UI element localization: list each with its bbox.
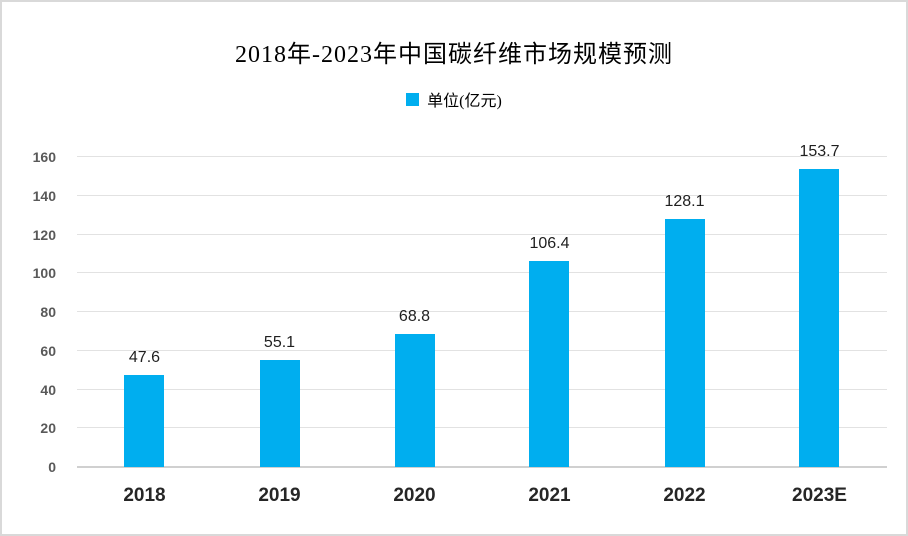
bar-value-label: 128.1 xyxy=(664,192,705,210)
y-tick-label: 60 xyxy=(40,342,56,359)
y-axis-labels: 160 140 120 100 80 60 40 20 0 xyxy=(2,149,64,475)
legend-swatch-icon xyxy=(406,92,420,106)
gridline xyxy=(77,388,887,390)
bar-value-label: 153.7 xyxy=(799,143,840,161)
y-tick-label: 0 xyxy=(48,459,56,475)
x-axis-line xyxy=(77,466,887,468)
plot-area: 47.6 55.1 68.8 106.4 128.1 153.7 xyxy=(77,143,887,468)
bar-value-label: 47.6 xyxy=(128,348,161,366)
y-tick-label: 100 xyxy=(32,265,56,282)
x-tick-label: 2021 xyxy=(528,485,571,506)
x-tick-label: 2019 xyxy=(258,485,301,506)
y-tick-label: 40 xyxy=(40,381,56,398)
y-tick-label: 160 xyxy=(32,149,56,165)
gridline xyxy=(77,427,887,429)
y-tick-label: 140 xyxy=(32,187,56,204)
y-tick-label: 120 xyxy=(32,226,56,243)
bar-2021 xyxy=(529,260,570,467)
y-tick-label: 20 xyxy=(40,420,56,437)
legend-label: 单位(亿元) xyxy=(427,93,502,110)
x-tick-label: 2020 xyxy=(393,485,436,506)
gridline xyxy=(77,233,887,235)
gridline xyxy=(77,272,887,274)
bar-value-label: 55.1 xyxy=(263,334,296,352)
chart-title: 2018年-2023年中国碳纤维市场规模预测 xyxy=(235,42,673,68)
gridline xyxy=(77,156,887,157)
bar-value-label: 106.4 xyxy=(529,234,570,252)
bar-2019 xyxy=(259,360,300,467)
x-axis-labels: 2018 2019 2020 2021 2022 2023E xyxy=(77,485,887,515)
bar-2018 xyxy=(124,374,165,467)
bar-value-label: 68.8 xyxy=(398,307,431,325)
gridline xyxy=(77,311,887,312)
y-tick-label: 80 xyxy=(40,304,56,320)
legend: 单位(亿元) xyxy=(2,87,906,111)
x-tick-label: 2023E xyxy=(792,485,847,506)
x-tick-label: 2018 xyxy=(123,485,166,506)
gridline xyxy=(77,349,887,351)
bar-2022 xyxy=(664,218,705,467)
x-tick-label: 2022 xyxy=(663,485,706,506)
gridline xyxy=(77,194,887,196)
bar-2020 xyxy=(394,333,435,467)
bar-2023E xyxy=(799,169,840,467)
